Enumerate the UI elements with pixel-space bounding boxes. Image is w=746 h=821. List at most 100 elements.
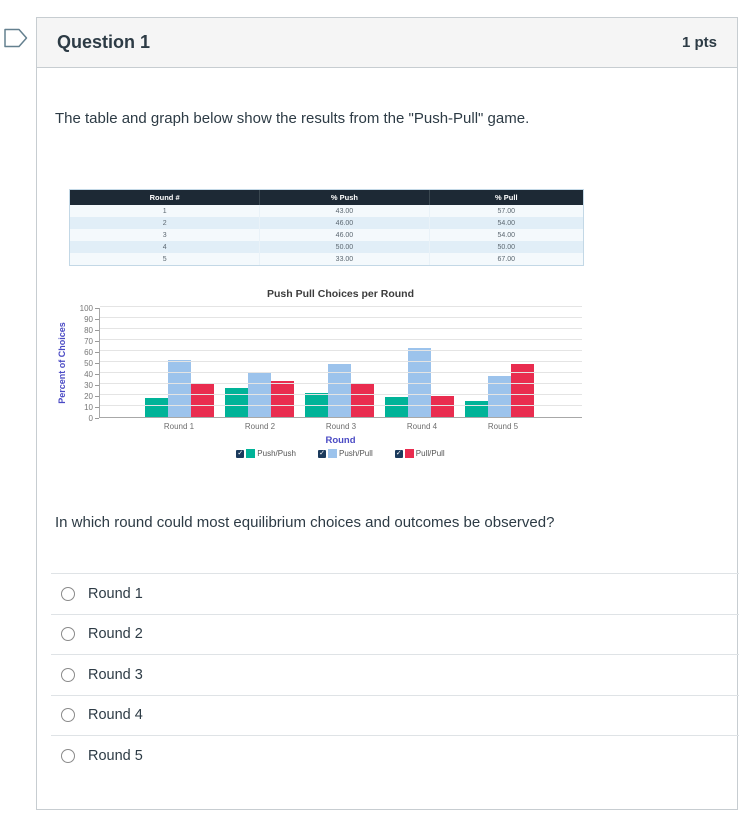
question-content: The table and graph below show the resul… — [37, 110, 739, 776]
prompt-text: The table and graph below show the resul… — [55, 110, 530, 127]
question-text: In which round could most equilibrium ch… — [55, 514, 555, 531]
table-row: 3 46.00 54.00 — [70, 229, 583, 241]
tick-mark — [95, 374, 99, 375]
radio-round-1[interactable] — [61, 586, 75, 601]
y-axis-ticks: 0 10 20 30 40 50 60 70 80 90 100 — [69, 304, 99, 423]
table-row: 4 50.00 50.00 — [70, 241, 583, 253]
checked-checkbox-icon[interactable]: ✓ — [318, 449, 326, 458]
gridline — [100, 350, 582, 351]
bar-push-push-round-1[interactable] — [145, 398, 168, 417]
tick-mark — [95, 407, 99, 408]
question-box: Question 1 1 pts The table and graph bel… — [36, 17, 739, 810]
cell-round: 1 — [70, 205, 261, 217]
option-label[interactable]: Round 2 — [88, 626, 143, 643]
cell-pull: 67.00 — [429, 253, 583, 265]
radio-round-3[interactable] — [61, 667, 75, 682]
answer-option-row[interactable]: Round 1 — [51, 573, 739, 614]
cell-round: 5 — [70, 253, 261, 265]
gridline — [100, 405, 582, 406]
checked-checkbox-icon[interactable]: ✓ — [236, 449, 245, 458]
x-axis-ticks: Round 1 Round 2 Round 3 Round 4 Round 5 — [99, 422, 582, 431]
bar-push-push-round-2[interactable] — [225, 388, 248, 417]
bar-group-round-5 — [465, 364, 534, 417]
bar-group-round-3 — [305, 364, 374, 417]
y-tick-label: 70 — [84, 337, 99, 346]
tick-mark — [95, 363, 99, 364]
bar-pull-pull-round-1[interactable] — [191, 382, 214, 417]
gridline — [100, 361, 582, 362]
bar-pull-pull-round-2[interactable] — [271, 380, 294, 417]
bar-groups — [100, 308, 582, 417]
cell-round: 3 — [70, 229, 261, 241]
bar-pull-pull-round-4[interactable] — [431, 396, 454, 417]
cell-pull: 57.00 — [429, 205, 583, 217]
chart-legend: ✓ Push/Push ✓ Push/Pull ✓ Pull/Pull — [99, 449, 582, 458]
gridline — [100, 317, 582, 318]
legend-item-pull-pull[interactable]: ✓ Pull/Pull — [394, 449, 445, 458]
y-tick-label: 10 — [84, 403, 99, 412]
bar-push-pull-round-4[interactable] — [408, 347, 431, 417]
results-table: Round # % Push % Pull 1 43.00 57.00 2 — [69, 189, 584, 266]
legend-swatch — [328, 449, 337, 458]
answer-option-row[interactable]: Round 3 — [51, 654, 739, 695]
bar-push-push-round-3[interactable] — [305, 392, 328, 417]
radio-round-4[interactable] — [61, 708, 75, 723]
question-points: 1 pts — [681, 34, 717, 51]
answer-options: Round 1 Round 2 Round 3 Round 4 Round 5 — [51, 573, 739, 776]
option-label[interactable]: Round 3 — [88, 666, 143, 683]
option-label[interactable]: Round 5 — [88, 747, 143, 764]
bar-pull-pull-round-5[interactable] — [511, 364, 534, 417]
bar-pull-pull-round-3[interactable] — [351, 384, 374, 417]
answer-option-row[interactable]: Round 4 — [51, 694, 739, 736]
tick-mark — [95, 308, 99, 309]
legend-item-push-push[interactable]: ✓ Push/Push — [236, 449, 296, 458]
tick-mark — [95, 341, 99, 342]
gridline — [100, 372, 582, 373]
question-flag-icon — [4, 28, 28, 48]
radio-round-2[interactable] — [61, 627, 75, 642]
answer-option-row[interactable]: Round 5 — [51, 735, 739, 776]
option-label[interactable]: Round 4 — [88, 707, 143, 724]
table-header-row: Round # % Push % Pull — [70, 190, 583, 205]
x-tick-label: Round 4 — [406, 422, 438, 431]
tick-mark — [95, 396, 99, 397]
col-header-round: Round # — [70, 190, 261, 205]
table-row: 5 33.00 67.00 — [70, 253, 583, 265]
cell-push: 43.00 — [259, 205, 430, 217]
bar-group-round-4 — [385, 347, 454, 417]
y-tick-label: 30 — [84, 381, 99, 390]
legend-label: Pull/Pull — [415, 449, 445, 458]
legend-item-push-pull[interactable]: ✓ Push/Pull — [318, 449, 373, 458]
gridline — [100, 394, 582, 395]
y-tick-label: 20 — [84, 392, 99, 401]
y-tick-label: 50 — [84, 359, 99, 368]
y-axis-label: Percent of Choices — [57, 322, 67, 404]
col-header-pull: % Pull — [429, 190, 583, 205]
chart-title: Push Pull Choices per Round — [266, 288, 414, 300]
option-label[interactable]: Round 1 — [88, 585, 143, 602]
table-row: 2 46.00 54.00 — [70, 217, 583, 229]
cell-push: 33.00 — [259, 253, 430, 265]
x-tick-label: Round 2 — [244, 422, 276, 431]
answer-option-row[interactable]: Round 2 — [51, 613, 739, 655]
checked-checkbox-icon[interactable]: ✓ — [394, 449, 403, 458]
y-tick-label: 80 — [84, 326, 99, 335]
bar-push-pull-round-5[interactable] — [488, 376, 511, 417]
cell-pull: 54.00 — [429, 217, 583, 229]
bar-push-push-round-5[interactable] — [465, 400, 488, 417]
bar-push-push-round-4[interactable] — [385, 397, 408, 417]
col-header-push: % Push — [259, 190, 430, 205]
x-tick-label: Round 5 — [487, 422, 519, 431]
bar-push-pull-round-3[interactable] — [328, 364, 351, 417]
y-tick-label: 90 — [84, 315, 99, 324]
x-tick-label: Round 1 — [163, 422, 195, 431]
gridline — [100, 339, 582, 340]
radio-round-5[interactable] — [61, 748, 75, 763]
legend-swatch — [246, 449, 256, 458]
cell-push: 46.00 — [259, 229, 430, 241]
tick-mark — [95, 319, 99, 320]
tick-mark — [95, 330, 99, 331]
bar-push-pull-round-1[interactable] — [168, 359, 191, 417]
legend-swatch — [404, 449, 414, 458]
